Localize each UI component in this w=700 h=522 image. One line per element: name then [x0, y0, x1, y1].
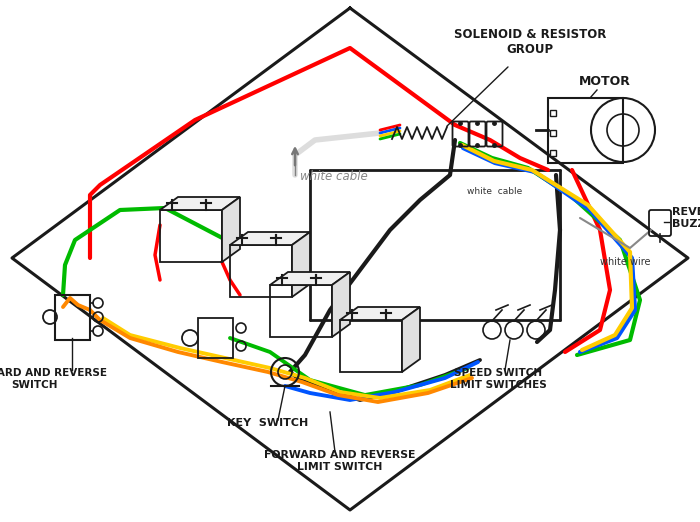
Polygon shape — [292, 232, 310, 297]
Text: KEY  SWITCH: KEY SWITCH — [228, 418, 309, 428]
Text: white  cable: white cable — [467, 187, 522, 196]
Text: SPEED SWITCH
LIMIT SWITCHES: SPEED SWITCH LIMIT SWITCHES — [449, 368, 547, 389]
Polygon shape — [340, 307, 420, 320]
Polygon shape — [222, 197, 240, 262]
Polygon shape — [270, 272, 350, 285]
Polygon shape — [160, 197, 240, 210]
Text: MOTOR: MOTOR — [579, 75, 631, 88]
Text: REVERSE
BUZZER: REVERSE BUZZER — [672, 207, 700, 229]
Polygon shape — [402, 307, 420, 372]
Text: SOLENOID & RESISTOR
GROUP: SOLENOID & RESISTOR GROUP — [454, 28, 606, 56]
Text: white cable: white cable — [300, 170, 368, 183]
Polygon shape — [230, 232, 310, 245]
Text: FORWARD AND REVERSE
SWITCH: FORWARD AND REVERSE SWITCH — [0, 368, 108, 389]
Text: white wire: white wire — [600, 257, 650, 267]
Text: FORWARD AND REVERSE
LIMIT SWITCH: FORWARD AND REVERSE LIMIT SWITCH — [265, 450, 416, 471]
Polygon shape — [332, 272, 350, 337]
